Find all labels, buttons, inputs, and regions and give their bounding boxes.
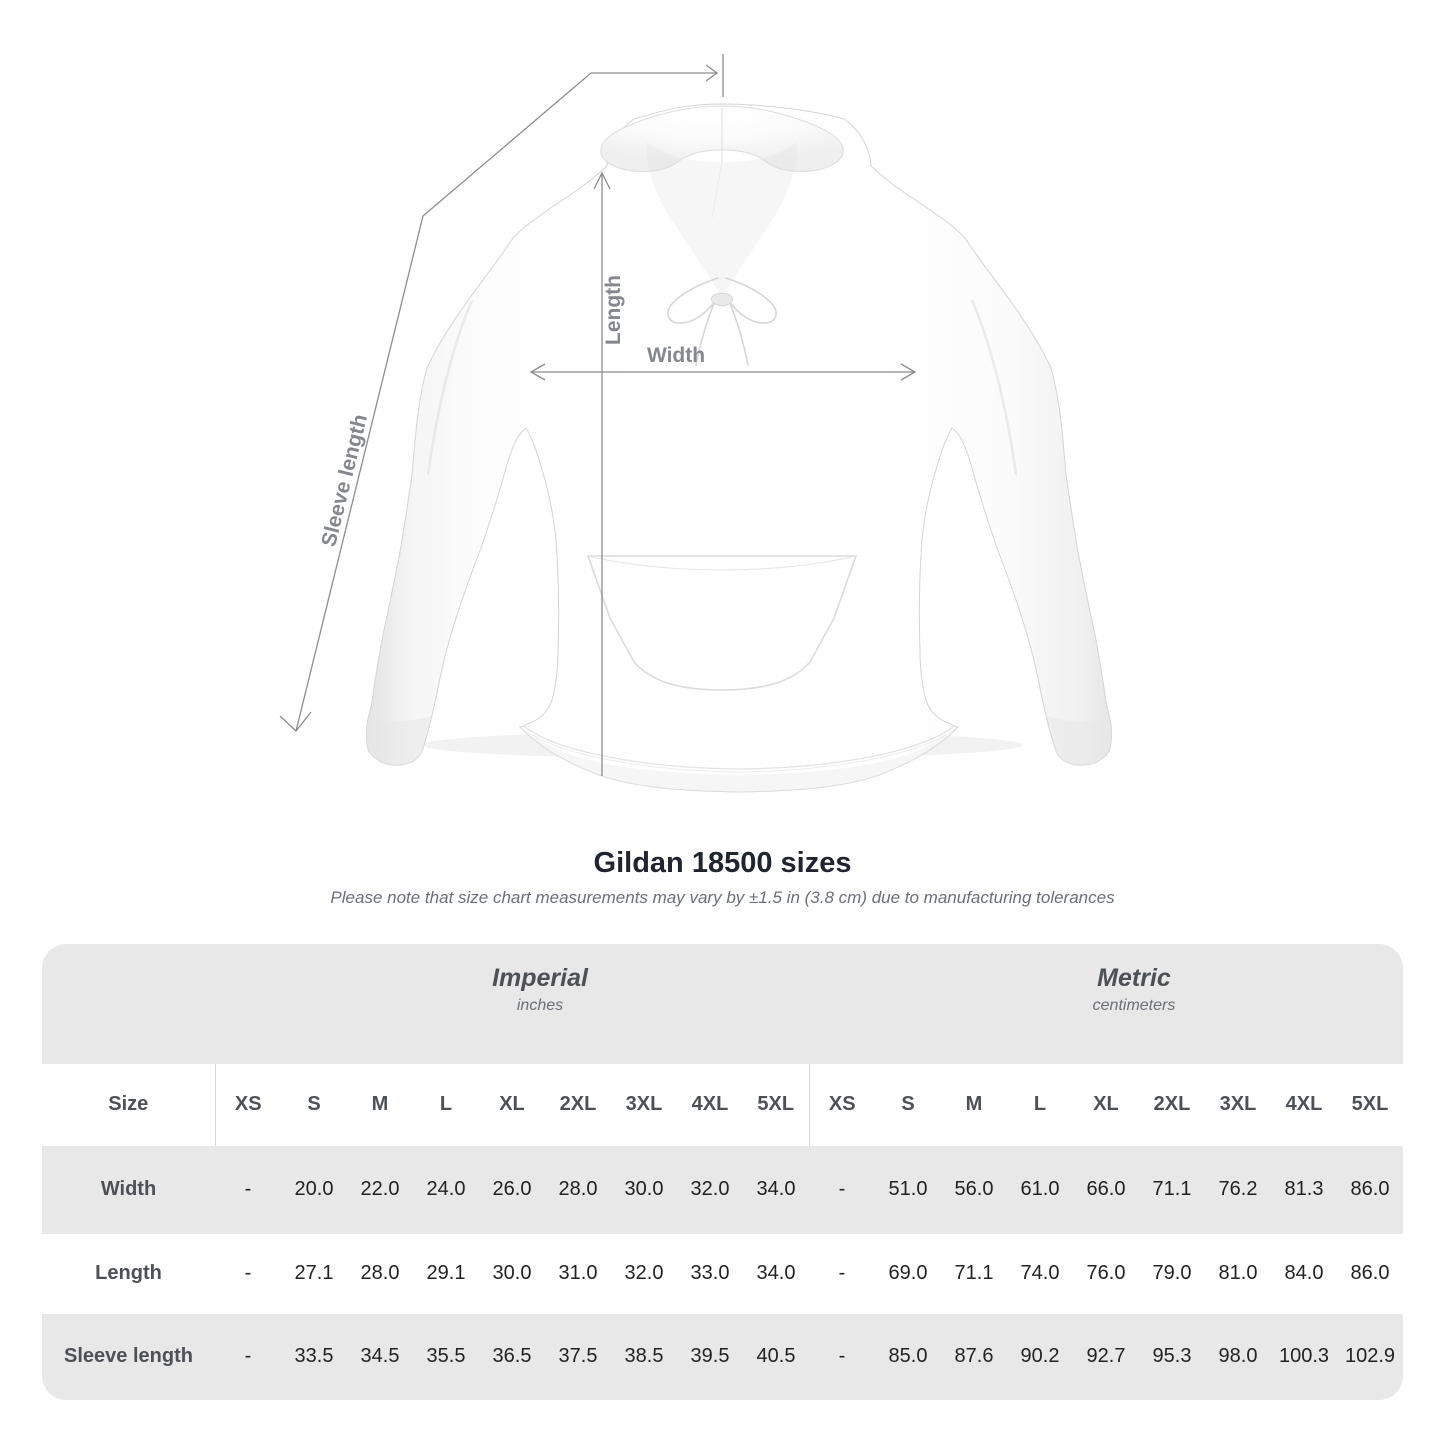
svg-text:Length: Length (602, 275, 625, 345)
svg-text:Width: Width (647, 344, 705, 367)
svg-text:Sleeve length: Sleeve length (317, 412, 372, 549)
